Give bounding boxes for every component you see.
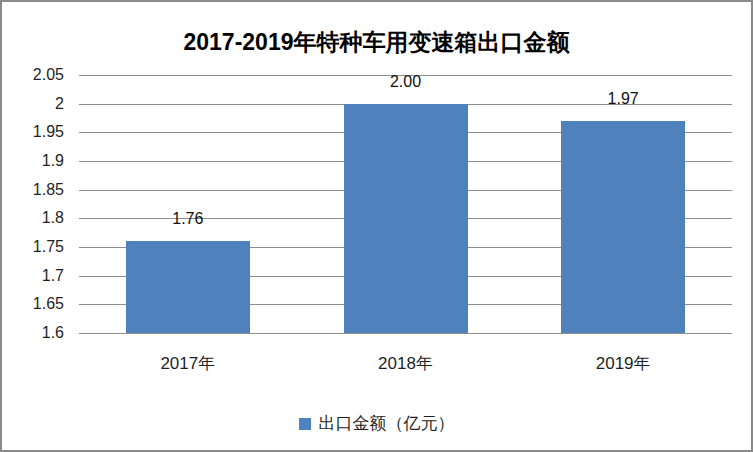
chart-window: 2017-2019年特种车用变速箱出口金额 2.05 2 1.95 1.9 1.85 1.…	[0, 0, 753, 452]
legend-series-marker-icon	[299, 418, 311, 430]
legend: 出口金额（亿元）	[2, 413, 751, 435]
bar-value-label: 2.00	[361, 73, 451, 91]
chart-title: 2017-2019年特种车用变速箱出口金额	[2, 26, 751, 58]
y-axis-tick-label: 1.9	[2, 152, 64, 170]
y-axis-tick-label: 1.6	[2, 324, 64, 342]
bar-value-label: 1.97	[578, 90, 668, 108]
y-axis-tick-label: 1.7	[2, 267, 64, 285]
y-axis-tick-label: 1.65	[2, 295, 64, 313]
y-axis-tick-label: 2	[2, 95, 64, 113]
y-axis-tick-label: 1.95	[2, 123, 64, 141]
legend-series-label: 出口金额（亿元）	[319, 413, 455, 435]
y-axis: 2.0521.951.91.851.81.751.71.651.6	[2, 75, 64, 333]
y-axis-tick-label: 1.75	[2, 238, 64, 256]
x-axis-label: 2018年	[341, 353, 471, 375]
bar	[344, 104, 468, 333]
gridline	[79, 333, 732, 334]
x-axis-label: 2019年	[558, 353, 688, 375]
y-axis-tick-label: 2.05	[2, 66, 64, 84]
y-axis-tick-label: 1.8	[2, 209, 64, 227]
bar	[561, 121, 685, 333]
y-axis-tick-label: 1.85	[2, 181, 64, 199]
plot-area: 1.762017年2.002018年1.972019年	[79, 75, 732, 333]
bar	[126, 241, 250, 333]
bar-value-label: 1.76	[143, 210, 233, 228]
x-axis-label: 2017年	[123, 353, 253, 375]
